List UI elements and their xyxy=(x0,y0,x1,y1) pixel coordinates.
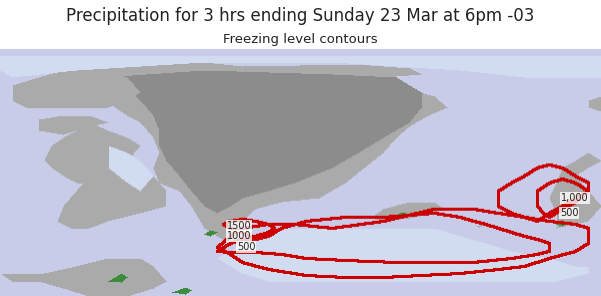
Text: 1500: 1500 xyxy=(227,221,251,231)
Text: 500: 500 xyxy=(560,208,578,218)
Text: 1,000: 1,000 xyxy=(561,193,589,203)
Text: Precipitation for 3 hrs ending Sunday 23 Mar at 6pm -03: Precipitation for 3 hrs ending Sunday 23… xyxy=(66,7,535,25)
Text: 1000: 1000 xyxy=(227,231,251,241)
Text: Freezing level contours: Freezing level contours xyxy=(223,33,378,46)
Text: 500: 500 xyxy=(237,242,255,252)
